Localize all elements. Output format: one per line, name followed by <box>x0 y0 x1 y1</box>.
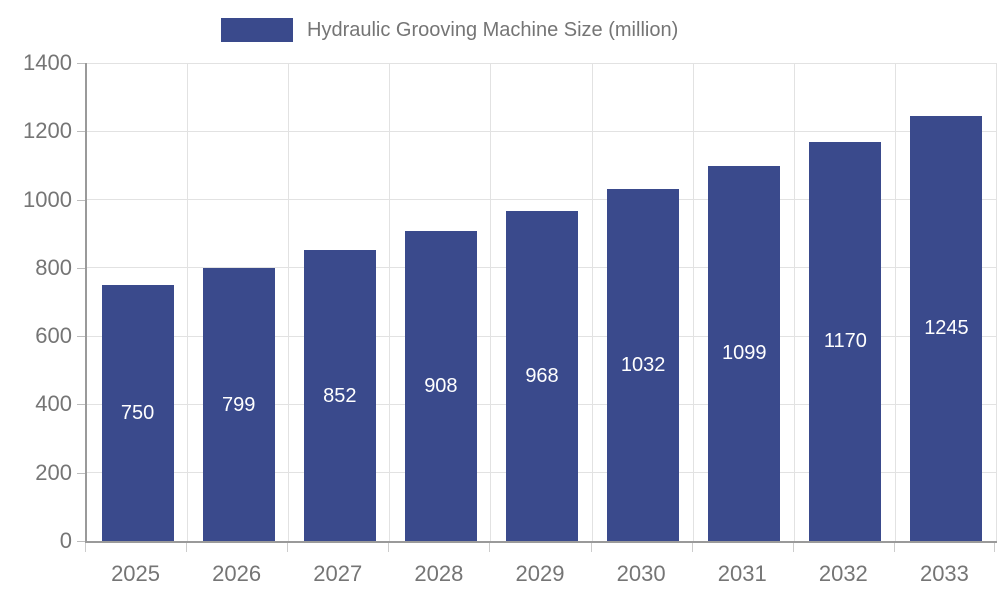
x-tick <box>489 543 491 552</box>
y-tick <box>77 472 85 474</box>
y-tick <box>77 199 85 201</box>
x-tick <box>186 543 188 552</box>
bar-value-label: 799 <box>221 393 256 416</box>
y-tick <box>77 63 85 64</box>
x-tick-label: 2032 <box>818 561 868 586</box>
bar-value-label: 1032 <box>620 353 666 376</box>
x-tick-label: 2030 <box>616 561 666 586</box>
y-tick <box>77 336 85 338</box>
x-tick-label: 2029 <box>515 561 565 586</box>
bar: 968 <box>506 210 578 541</box>
x-gridline <box>591 63 593 541</box>
x-tick <box>893 543 895 552</box>
legend-label: Hydraulic Grooving Machine Size (million… <box>307 18 679 41</box>
bar-value-label: 1099 <box>721 342 767 365</box>
x-gridline <box>996 63 997 541</box>
x-gridline <box>793 63 795 541</box>
y-tick-label: 600 <box>35 323 72 349</box>
y-gridline <box>87 130 997 132</box>
legend-swatch <box>221 18 293 42</box>
bar: 1170 <box>809 141 882 541</box>
bar-value-label: 908 <box>424 374 458 397</box>
x-gridline <box>288 63 290 541</box>
bar: 852 <box>303 250 376 541</box>
y-tick-label: 1000 <box>23 186 72 212</box>
bar: 750 <box>101 284 174 541</box>
y-tick <box>77 131 85 133</box>
legend: Hydraulic Grooving Machine Size (million… <box>221 18 678 42</box>
x-tick-label: 2028 <box>414 561 464 586</box>
x-gridline <box>389 63 391 541</box>
bar: 799 <box>202 268 275 541</box>
x-tick-label: 2025 <box>111 561 161 586</box>
y-tick <box>77 541 85 542</box>
y-tick-label: 200 <box>35 459 72 485</box>
x-tick <box>287 543 289 552</box>
y-gridline <box>87 62 997 64</box>
x-tick <box>590 543 592 552</box>
x-tick <box>85 543 86 552</box>
bar: 1032 <box>607 188 680 541</box>
y-tick-label: 0 <box>59 528 72 553</box>
plot-area: 750 799 852 908 968 1032 1099 1170 1245 <box>85 62 997 543</box>
bar-value-label: 968 <box>525 364 559 387</box>
y-tick <box>77 404 85 406</box>
x-tick <box>691 543 693 552</box>
x-tick <box>994 543 995 552</box>
y-tick-label: 1400 <box>23 50 72 75</box>
bar-value-label: 852 <box>323 384 357 407</box>
x-tick-label: 2033 <box>919 561 969 586</box>
x-tick-label: 2031 <box>717 561 767 586</box>
y-tick <box>77 267 85 269</box>
bar-value-label: 750 <box>120 401 155 424</box>
y-gridline <box>87 199 997 201</box>
y-tick-label: 1200 <box>23 118 72 144</box>
x-tick <box>388 543 390 552</box>
y-tick-label: 400 <box>35 391 72 417</box>
bar: 1245 <box>910 115 983 541</box>
bar-value-label: 1170 <box>823 330 867 353</box>
x-gridline <box>894 63 896 541</box>
x-gridline <box>187 63 189 541</box>
y-tick-label: 800 <box>35 254 72 280</box>
x-tick-label: 2026 <box>212 561 262 586</box>
x-tick-label: 2027 <box>313 561 363 586</box>
bar-value-label: 1245 <box>924 317 969 340</box>
x-gridline <box>692 63 694 541</box>
bar: 1099 <box>708 165 781 541</box>
x-gridline <box>490 63 492 541</box>
bar: 908 <box>404 230 477 541</box>
x-tick <box>792 543 794 552</box>
